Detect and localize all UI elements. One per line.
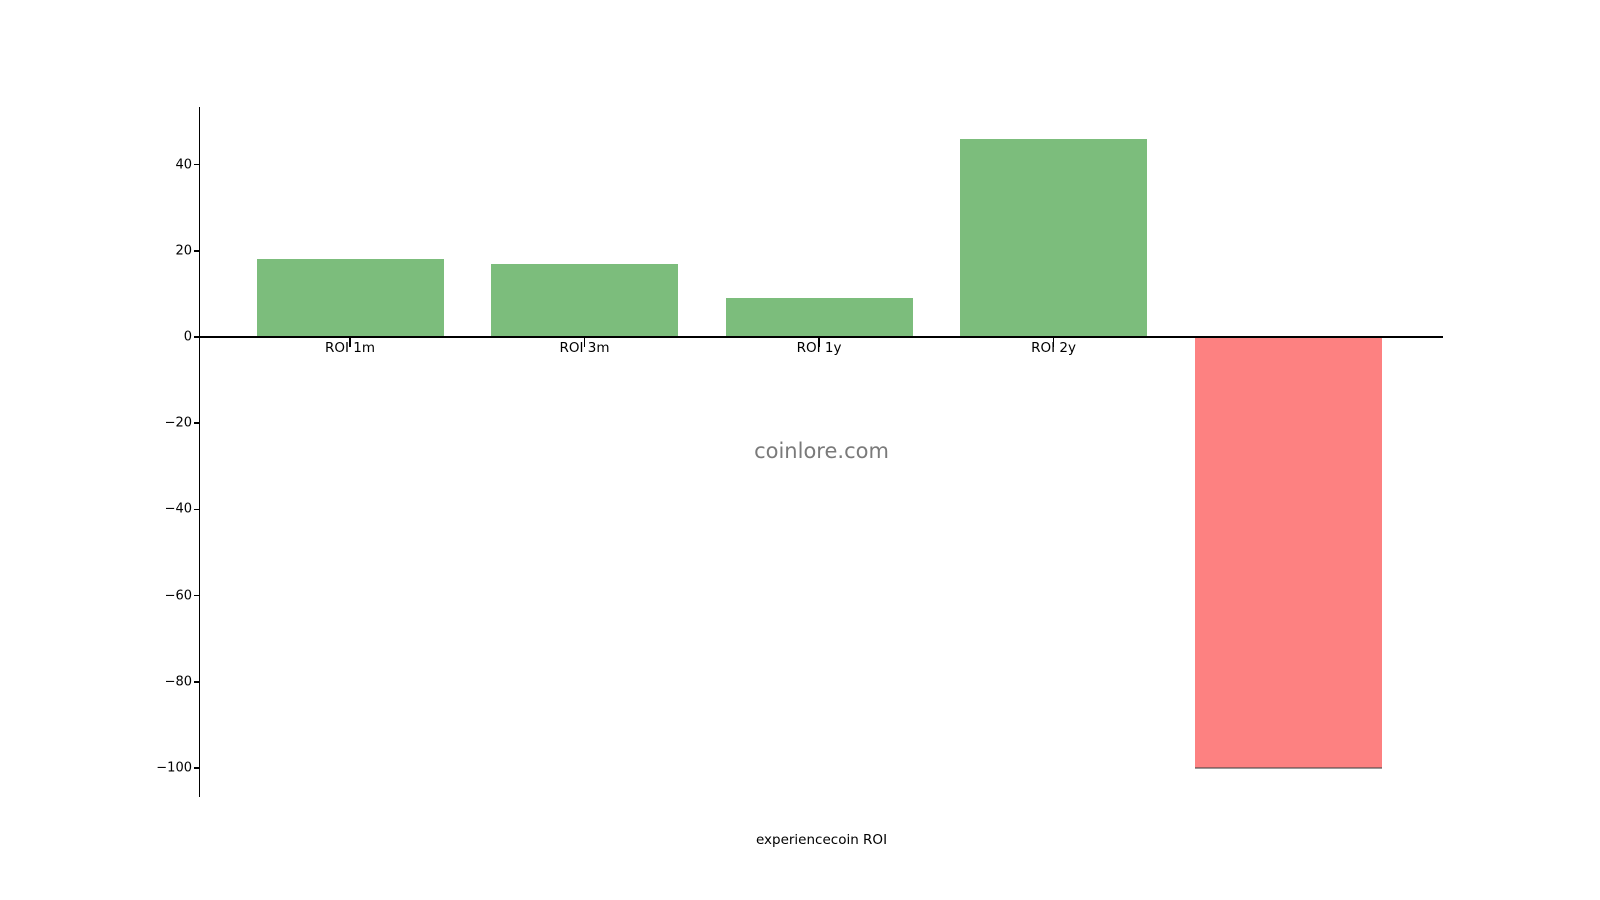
y-tick-label: −40 <box>164 501 192 517</box>
bar-roi-2y <box>960 138 1147 337</box>
y-tick-mark <box>193 422 199 424</box>
bar-roi-1m <box>256 259 444 337</box>
watermark: coinlore.com <box>754 439 889 463</box>
x-tick-mark <box>818 337 820 347</box>
y-tick-mark <box>193 767 199 769</box>
bar-roi-3m <box>491 263 678 337</box>
y-tick-label: 0 <box>183 329 192 345</box>
y-tick-mark <box>193 594 199 597</box>
x-tick-mark <box>583 337 586 347</box>
x-tick-label: ROI 1y <box>796 340 842 356</box>
x-tick-label: ROI 1m <box>324 340 376 356</box>
y-tick-mark <box>193 250 199 252</box>
y-tick-label: −60 <box>164 588 192 604</box>
y-tick-label: −100 <box>156 760 192 776</box>
y-tick-label: −20 <box>164 415 192 431</box>
y-tick-mark <box>193 508 199 511</box>
bar-4 <box>1194 337 1382 768</box>
chart-title: experiencecoin ROI <box>755 832 888 848</box>
y-tick-label: −80 <box>164 674 192 690</box>
bar-roi-1y <box>725 298 913 337</box>
y-tick-label: 40 <box>175 157 192 173</box>
x-axis-line <box>200 336 1443 338</box>
x-tick-label: ROI 3m <box>559 340 610 356</box>
x-tick-mark <box>349 337 351 347</box>
negative-bar-bottom-edge <box>1194 767 1382 769</box>
x-tick-label: ROI 2y <box>1031 340 1076 356</box>
y-axis-spine <box>198 107 200 797</box>
y-tick-mark <box>193 163 199 166</box>
x-tick-mark <box>1052 337 1055 347</box>
y-tick-mark <box>193 681 199 683</box>
y-tick-mark <box>193 336 199 338</box>
y-tick-label: 20 <box>175 243 192 259</box>
